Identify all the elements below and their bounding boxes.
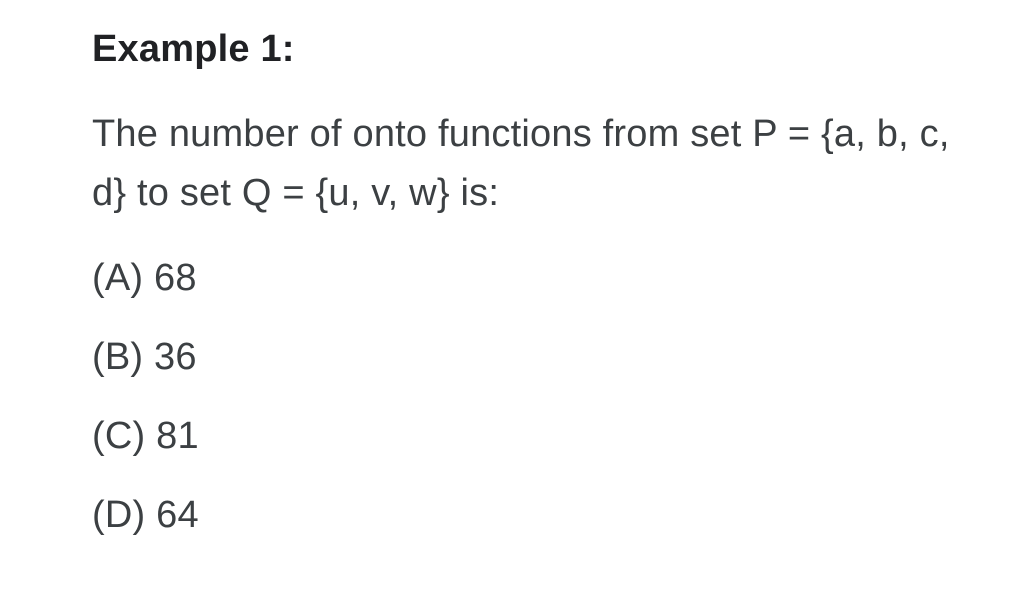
option-a: (A) 68 bbox=[92, 257, 974, 300]
option-b: (B) 36 bbox=[92, 336, 974, 379]
option-d: (D) 64 bbox=[92, 494, 974, 537]
document-page: Example 1: The number of onto functions … bbox=[0, 0, 1024, 537]
example-heading: Example 1: bbox=[92, 28, 974, 71]
option-c: (C) 81 bbox=[92, 415, 974, 458]
options-list: (A) 68 (B) 36 (C) 81 (D) 64 bbox=[92, 257, 974, 537]
question-text: The number of onto functions from set P … bbox=[92, 105, 974, 223]
